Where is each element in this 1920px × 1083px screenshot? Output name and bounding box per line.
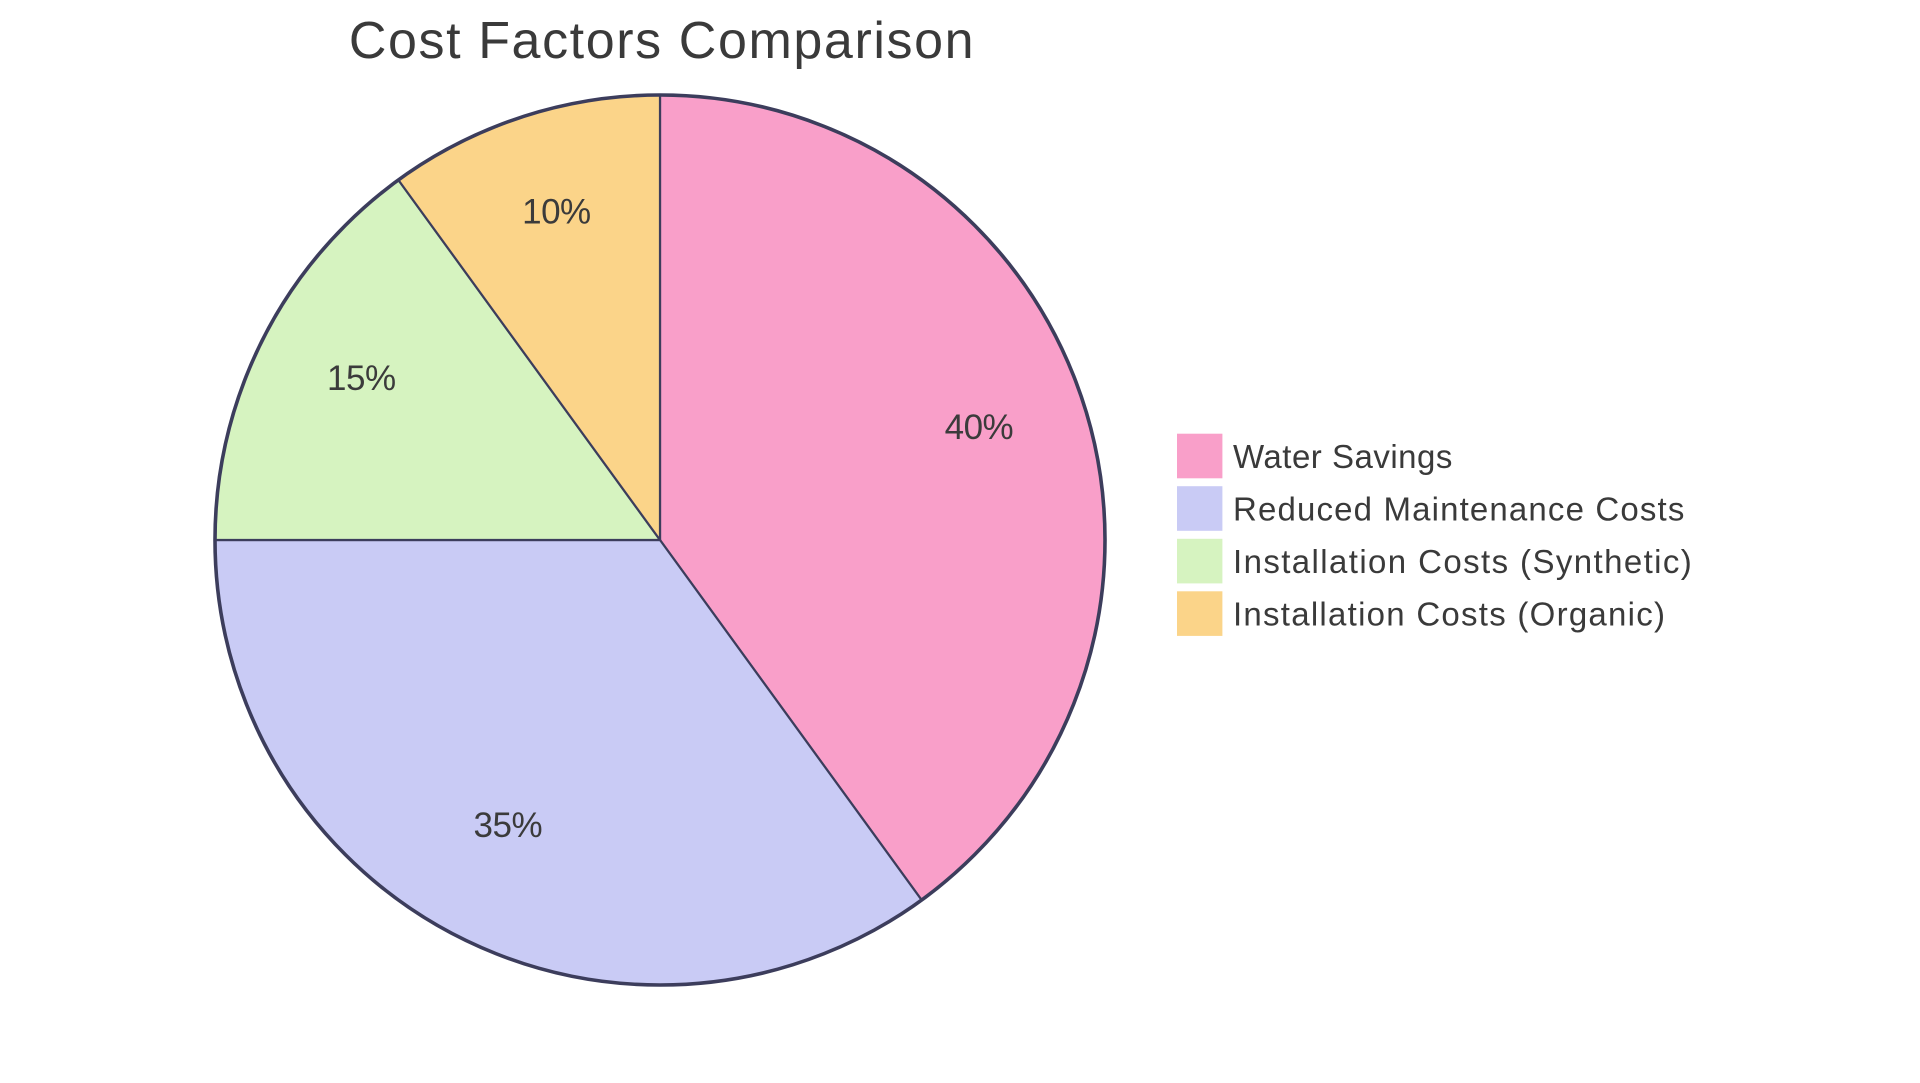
svg-text:35%: 35%	[474, 806, 543, 845]
svg-text:Cost Factors Comparison: Cost Factors Comparison	[349, 12, 975, 70]
svg-text:Reduced Maintenance Costs: Reduced Maintenance Costs	[1233, 491, 1686, 528]
svg-text:Water Savings: Water Savings	[1233, 438, 1453, 475]
svg-text:40%: 40%	[945, 408, 1014, 447]
svg-text:10%: 10%	[522, 193, 591, 232]
svg-text:15%: 15%	[327, 359, 396, 398]
svg-text:Installation Costs (Synthetic): Installation Costs (Synthetic)	[1233, 543, 1693, 580]
svg-text:Installation Costs (Organic): Installation Costs (Organic)	[1233, 596, 1666, 633]
